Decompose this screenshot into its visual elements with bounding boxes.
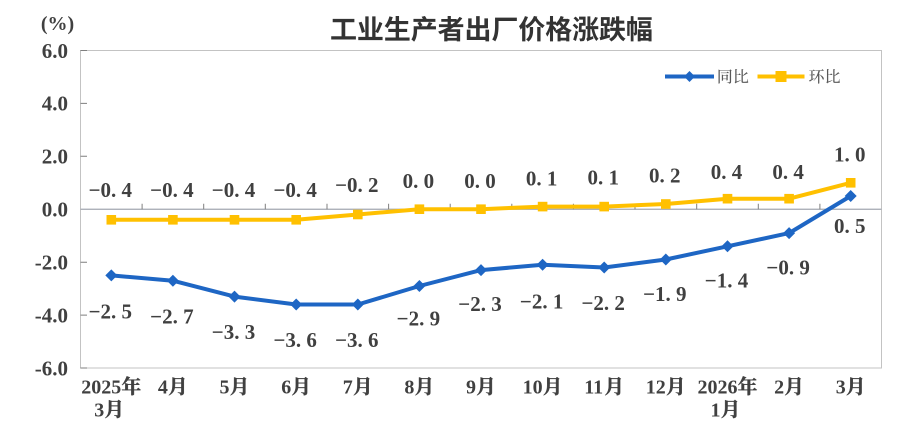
svg-text:-4.0: -4.0: [35, 303, 68, 327]
svg-text:10: 10: [523, 377, 543, 399]
svg-text:4: 4: [158, 377, 168, 399]
svg-text:−3. 6: −3. 6: [335, 328, 378, 352]
svg-text:−0. 4: −0. 4: [273, 178, 317, 202]
svg-text:−3. 6: −3. 6: [273, 328, 316, 352]
svg-text:0. 2: 0. 2: [649, 164, 681, 188]
svg-text:-6.0: -6.0: [35, 356, 68, 380]
svg-text:−2. 2: −2. 2: [581, 291, 624, 315]
svg-text:-2.0: -2.0: [35, 251, 68, 275]
svg-text:−1. 9: −1. 9: [643, 282, 686, 306]
svg-text:−0. 9: −0. 9: [766, 256, 809, 280]
svg-text:−3. 3: −3. 3: [212, 320, 255, 344]
svg-text:2.0: 2.0: [42, 145, 68, 169]
svg-text:−0. 2: −0. 2: [335, 173, 378, 197]
svg-text:12: 12: [646, 377, 666, 399]
svg-text:0. 1: 0. 1: [587, 166, 619, 190]
svg-text:−0. 4: −0. 4: [150, 178, 194, 202]
svg-text:3: 3: [94, 399, 104, 421]
svg-text:0. 1: 0. 1: [526, 167, 558, 191]
svg-text:6: 6: [281, 377, 291, 399]
svg-text:0. 4: 0. 4: [772, 160, 804, 184]
svg-text:0.0: 0.0: [42, 198, 68, 222]
svg-text:−0. 4: −0. 4: [89, 178, 133, 202]
svg-text:3: 3: [836, 377, 846, 399]
svg-text:0. 5: 0. 5: [834, 214, 866, 238]
svg-text:−2. 1: −2. 1: [520, 289, 563, 313]
svg-text:11: 11: [584, 377, 603, 399]
svg-text:0. 0: 0. 0: [403, 169, 435, 193]
svg-text:−2. 7: −2. 7: [150, 304, 193, 328]
svg-text:5: 5: [220, 377, 230, 399]
svg-text:0. 0: 0. 0: [464, 169, 496, 193]
svg-text:−1. 4: −1. 4: [705, 269, 749, 293]
svg-text:−2. 9: −2. 9: [397, 307, 440, 331]
svg-text:(%): (%): [41, 13, 74, 35]
svg-text:4.0: 4.0: [42, 92, 68, 116]
svg-text:0. 4: 0. 4: [711, 160, 743, 184]
svg-text:7: 7: [343, 377, 353, 399]
svg-text:2026: 2026: [698, 377, 738, 399]
svg-text:6.0: 6.0: [42, 39, 68, 63]
svg-text:−2. 3: −2. 3: [458, 292, 501, 316]
svg-text:1. 0: 1. 0: [834, 142, 866, 166]
svg-text:9: 9: [466, 377, 476, 399]
svg-text:−2. 5: −2. 5: [89, 300, 132, 324]
svg-text:2025: 2025: [81, 377, 121, 399]
svg-text:2: 2: [774, 377, 784, 399]
svg-text:1: 1: [711, 399, 721, 421]
svg-text:−0. 4: −0. 4: [212, 178, 256, 202]
svg-text:8: 8: [404, 377, 414, 399]
